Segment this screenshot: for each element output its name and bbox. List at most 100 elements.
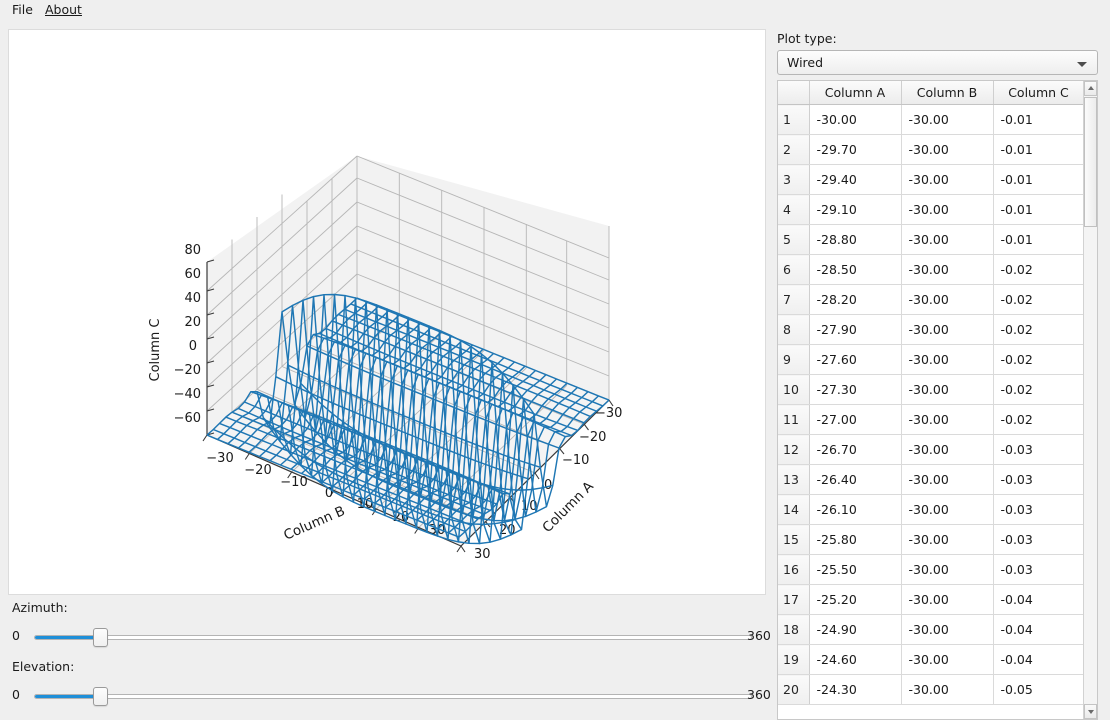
cell-column-a[interactable]: -28.50 [809, 254, 902, 285]
cell-column-b[interactable]: -30.00 [901, 344, 994, 375]
table-row[interactable]: 12 -26.70 -30.00 -0.03 [778, 434, 1085, 465]
cell-column-b[interactable]: -30.00 [901, 494, 994, 525]
row-index-cell[interactable]: 10 [778, 374, 810, 405]
table-row[interactable]: 2 -29.70 -30.00 -0.01 [778, 134, 1085, 165]
cell-column-c[interactable]: -0.04 [993, 614, 1085, 645]
cell-column-a[interactable]: -24.60 [809, 644, 902, 675]
row-index-cell[interactable]: 3 [778, 164, 810, 195]
cell-column-c[interactable]: -0.03 [993, 464, 1085, 495]
cell-column-b[interactable]: -30.00 [901, 164, 994, 195]
cell-column-b[interactable]: -30.00 [901, 524, 994, 555]
cell-column-c[interactable]: -0.02 [993, 254, 1085, 285]
cell-column-c[interactable]: -0.01 [993, 194, 1085, 225]
cell-column-a[interactable]: -27.60 [809, 344, 902, 375]
row-index-cell[interactable]: 20 [778, 674, 810, 705]
cell-column-c[interactable]: -0.03 [993, 434, 1085, 465]
menu-item-about[interactable]: About [41, 2, 86, 18]
row-index-cell[interactable]: 5 [778, 224, 810, 255]
column-header-c[interactable]: Column C [993, 81, 1085, 105]
elevation-slider[interactable]: 0 360 [12, 684, 772, 706]
cell-column-b[interactable]: -30.00 [901, 434, 994, 465]
table-row[interactable]: 10 -27.30 -30.00 -0.02 [778, 374, 1085, 405]
row-index-cell[interactable]: 19 [778, 644, 810, 675]
cell-column-b[interactable]: -30.00 [901, 284, 994, 315]
cell-column-c[interactable]: -0.01 [993, 104, 1085, 135]
menu-item-file[interactable]: File [8, 2, 37, 18]
cell-column-b[interactable]: -30.00 [901, 584, 994, 615]
cell-column-a[interactable]: -28.20 [809, 284, 902, 315]
table-row[interactable]: 16 -25.50 -30.00 -0.03 [778, 554, 1085, 585]
cell-column-c[interactable]: -0.03 [993, 554, 1085, 585]
cell-column-b[interactable]: -30.00 [901, 464, 994, 495]
cell-column-b[interactable]: -30.00 [901, 374, 994, 405]
row-index-cell[interactable]: 12 [778, 434, 810, 465]
cell-column-a[interactable]: -29.40 [809, 164, 902, 195]
cell-column-c[interactable]: -0.02 [993, 284, 1085, 315]
table-row[interactable]: 15 -25.80 -30.00 -0.03 [778, 524, 1085, 555]
row-index-cell[interactable]: 6 [778, 254, 810, 285]
row-index-cell[interactable]: 1 [778, 104, 810, 135]
cell-column-c[interactable]: -0.02 [993, 374, 1085, 405]
row-index-cell[interactable]: 18 [778, 614, 810, 645]
row-index-cell[interactable]: 4 [778, 194, 810, 225]
cell-column-b[interactable]: -30.00 [901, 314, 994, 345]
cell-column-a[interactable]: -27.90 [809, 314, 902, 345]
cell-column-a[interactable]: -29.70 [809, 134, 902, 165]
table-row[interactable]: 20 -24.30 -30.00 -0.05 [778, 674, 1085, 705]
row-index-cell[interactable]: 15 [778, 524, 810, 555]
table-row[interactable]: 3 -29.40 -30.00 -0.01 [778, 164, 1085, 195]
cell-column-c[interactable]: -0.04 [993, 584, 1085, 615]
column-header-b[interactable]: Column B [901, 81, 994, 105]
cell-column-a[interactable]: -25.80 [809, 524, 902, 555]
cell-column-b[interactable]: -30.00 [901, 254, 994, 285]
scroll-up-icon[interactable] [1084, 81, 1097, 96]
cell-column-b[interactable]: -30.00 [901, 134, 994, 165]
cell-column-b[interactable]: -30.00 [901, 194, 994, 225]
row-index-cell[interactable]: 9 [778, 344, 810, 375]
cell-column-b[interactable]: -30.00 [901, 104, 994, 135]
cell-column-a[interactable]: -27.00 [809, 404, 902, 435]
cell-column-a[interactable]: -25.50 [809, 554, 902, 585]
cell-column-b[interactable]: -30.00 [901, 614, 994, 645]
row-index-cell[interactable]: 2 [778, 134, 810, 165]
row-index-cell[interactable]: 8 [778, 314, 810, 345]
table-vertical-scrollbar[interactable] [1083, 81, 1097, 719]
table-row[interactable]: 7 -28.20 -30.00 -0.02 [778, 284, 1085, 315]
scroll-down-icon[interactable] [1084, 704, 1097, 719]
row-index-cell[interactable]: 17 [778, 584, 810, 615]
table-row[interactable]: 14 -26.10 -30.00 -0.03 [778, 494, 1085, 525]
cell-column-c[interactable]: -0.03 [993, 494, 1085, 525]
table-row[interactable]: 5 -28.80 -30.00 -0.01 [778, 224, 1085, 255]
table-row[interactable]: 17 -25.20 -30.00 -0.04 [778, 584, 1085, 615]
table-row[interactable]: 6 -28.50 -30.00 -0.02 [778, 254, 1085, 285]
cell-column-b[interactable]: -30.00 [901, 554, 994, 585]
row-index-cell[interactable]: 13 [778, 464, 810, 495]
table-row[interactable]: 1 -30.00 -30.00 -0.01 [778, 104, 1085, 135]
plot-type-select[interactable]: Wired [777, 50, 1098, 75]
column-header-a[interactable]: Column A [809, 81, 902, 105]
column-header-index[interactable] [778, 81, 810, 105]
table-row[interactable]: 9 -27.60 -30.00 -0.02 [778, 344, 1085, 375]
cell-column-b[interactable]: -30.00 [901, 404, 994, 435]
scrollbar-thumb[interactable] [1084, 97, 1097, 227]
cell-column-c[interactable]: -0.02 [993, 344, 1085, 375]
cell-column-c[interactable]: -0.02 [993, 404, 1085, 435]
cell-column-c[interactable]: -0.04 [993, 644, 1085, 675]
table-row[interactable]: 4 -29.10 -30.00 -0.01 [778, 194, 1085, 225]
azimuth-slider-track[interactable] [34, 635, 752, 640]
cell-column-a[interactable]: -24.90 [809, 614, 902, 645]
table-row[interactable]: 11 -27.00 -30.00 -0.02 [778, 404, 1085, 435]
cell-column-a[interactable]: -30.00 [809, 104, 902, 135]
cell-column-c[interactable]: -0.03 [993, 524, 1085, 555]
row-index-cell[interactable]: 11 [778, 404, 810, 435]
plot-canvas[interactable]: −60 −40 −20 0 20 40 60 80 Column C [8, 29, 766, 595]
row-index-cell[interactable]: 14 [778, 494, 810, 525]
table-row[interactable]: 19 -24.60 -30.00 -0.04 [778, 644, 1085, 675]
elevation-slider-track[interactable] [34, 694, 752, 699]
elevation-slider-handle[interactable] [93, 687, 109, 706]
cell-column-b[interactable]: -30.00 [901, 644, 994, 675]
cell-column-a[interactable]: -26.40 [809, 464, 902, 495]
cell-column-c[interactable]: -0.01 [993, 164, 1085, 195]
data-table-container[interactable]: Column A Column B Column C 1 -30.00 -30.00… [777, 80, 1098, 720]
table-row[interactable]: 8 -27.90 -30.00 -0.02 [778, 314, 1085, 345]
